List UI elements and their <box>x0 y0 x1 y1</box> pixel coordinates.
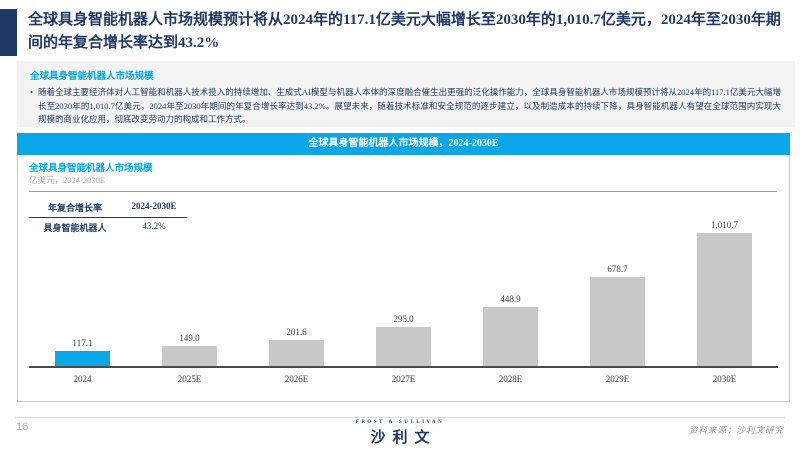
bar <box>697 233 752 366</box>
x-axis-label: 2026E <box>284 373 309 384</box>
summary-bullet: • 随着全球主要经济体对人工智能和机器人技术投入的持续增加、生成式AI模型与机器… <box>30 86 781 127</box>
page-title: 全球具身智能机器人市场规模预计将从2024年的117.1亿美元大幅增长至2030… <box>28 12 781 51</box>
x-axis-label: 2028E <box>498 373 523 384</box>
x-axis-label: 2027E <box>391 373 416 384</box>
bar-value-label: 295.0 <box>393 314 414 325</box>
cagr-header-period: 2024-2030E <box>131 201 177 211</box>
chart-panel: 全球具身智能机器人市场规模 亿美元，2024-2030E 年复合增长率 2024… <box>17 155 790 402</box>
logo-english-text: FROST & SULLIVAN <box>355 420 445 425</box>
bullet-icon: • <box>30 87 33 97</box>
bar-column: 201.6 <box>243 326 350 366</box>
chart-banner-title: 全球具身智能机器人市场规模，2024-2030E <box>17 133 790 155</box>
bar-column: 117.1 <box>29 338 136 366</box>
x-axis-label: 2024 <box>73 373 92 384</box>
bar-column: 1,010.7 <box>671 220 778 366</box>
bar-value-label: 448.9 <box>500 293 521 304</box>
chart-unit-label: 亿美元，2024-2030E <box>29 175 106 185</box>
cagr-header-metric: 年复合增长率 <box>47 203 102 213</box>
bar-column: 448.9 <box>457 294 564 366</box>
cagr-table-header: 年复合增长率 2024-2030E <box>29 198 187 218</box>
bar-value-label: 149.0 <box>179 333 200 344</box>
bar <box>376 327 431 366</box>
bar-value-label: 117.1 <box>72 337 93 348</box>
summary-text: 随着全球主要经济体对人工智能和机器人技术投入的持续增加、生成式AI模型与机器人本… <box>37 87 781 124</box>
title-accent-bar <box>0 9 17 56</box>
frost-sullivan-logo: FROST & SULLIVAN 沙利文 <box>0 420 800 447</box>
cagr-row-value: 43.2% <box>142 221 166 231</box>
cagr-table: 年复合增长率 2024-2030E 具身智能机器人 43.2% <box>29 198 187 237</box>
bar-value-label: 1,010.7 <box>711 220 738 230</box>
bar-value-label: 678.7 <box>607 263 628 274</box>
source-note: 资料来源：沙利文研究 <box>688 425 784 435</box>
bar-chart: 117.1 149.0 201.6 295.0 448.9 678.7 1,010.7 20… <box>29 189 778 389</box>
logo-chinese-text: 沙利文 <box>370 430 437 446</box>
footer-divider <box>15 417 785 418</box>
bar-column: 295.0 <box>350 314 457 366</box>
bar-column: 678.7 <box>564 264 671 366</box>
page-number: 16 <box>16 421 29 433</box>
cagr-table-row: 具身智能机器人 43.2% <box>29 218 187 237</box>
bar <box>269 339 324 366</box>
x-axis-label: 2030E <box>712 373 737 384</box>
bar-value-label: 201.6 <box>286 326 307 337</box>
x-axis-labels: 2024 2025E 2026E 2027E 2028E 2029E 2030E <box>29 368 778 389</box>
x-axis-label: 2029E <box>605 373 630 384</box>
cagr-row-label: 具身智能机器人 <box>43 223 107 233</box>
summary-box: 全球具身智能机器人市场规模 • 随着全球主要经济体对人工智能和机器人技术投入的持… <box>17 61 795 127</box>
bar <box>590 276 645 366</box>
x-axis-label: 2025E <box>177 373 202 384</box>
bar-plot: 117.1 149.0 201.6 295.0 448.9 678.7 1,010.7 <box>29 189 778 368</box>
bar <box>55 350 110 366</box>
chart-separator-line <box>29 191 777 192</box>
bar <box>162 346 217 366</box>
bar-column: 149.0 <box>136 333 243 366</box>
bar <box>483 306 538 366</box>
summary-heading: 全球具身智能机器人市场规模 <box>30 72 154 82</box>
chart-heading: 全球具身智能机器人市场规模 <box>29 164 153 174</box>
